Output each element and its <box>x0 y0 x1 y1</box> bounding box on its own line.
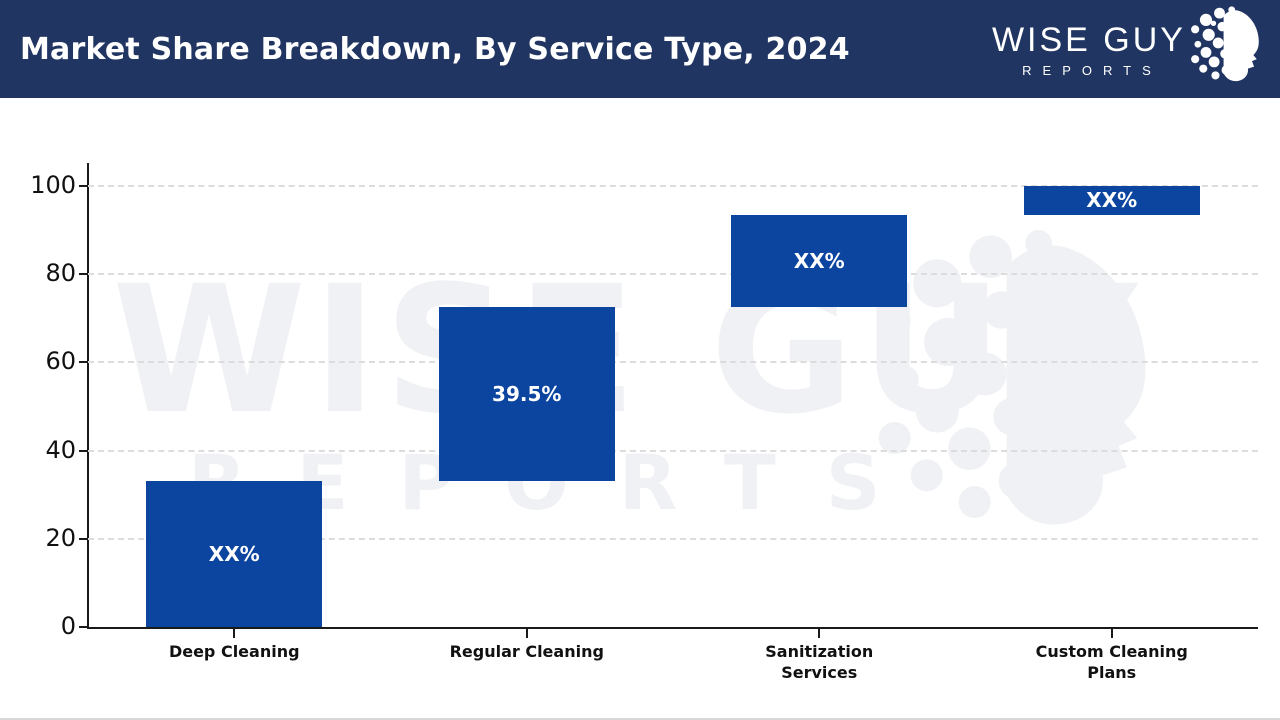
bar-2: XX% <box>731 214 908 308</box>
y-tick-label: 0 <box>60 612 76 640</box>
y-tick-mark <box>79 449 88 452</box>
bar-value-label: XX% <box>1086 188 1138 213</box>
x-category-label: Deep Cleaning <box>168 642 300 661</box>
waterfall-chart: 0 20 40 60 80 100 XX% Deep Cleaning 39.5% Regular… <box>0 98 1280 718</box>
logo-wordmark: WISE GUY <box>991 20 1186 59</box>
grid-line-60 <box>88 361 1258 364</box>
x-category-label: Custom Cleaning Plans <box>1035 642 1188 682</box>
x-category-label: Regular Cleaning <box>449 642 604 661</box>
grid-line-100 <box>88 185 1258 187</box>
logo-subtitle: REPORTS <box>1022 62 1162 78</box>
bar-value-label: XX% <box>793 248 845 273</box>
grid-line-20 <box>88 537 1258 540</box>
y-tick-mark <box>79 626 88 628</box>
bar-1: 39.5% <box>438 307 615 482</box>
logo-head-icon <box>1188 5 1270 93</box>
y-tick-label: 80 <box>45 259 76 288</box>
wise-guy-logo: WISE GUY REPORTS <box>992 4 1270 94</box>
y-tick-label: 60 <box>45 347 76 376</box>
y-tick-label: 20 <box>45 523 76 552</box>
x-tick-mark <box>818 629 821 638</box>
y-tick-mark <box>79 361 88 364</box>
grid-line-80 <box>88 273 1258 276</box>
x-tick-mark <box>525 629 528 638</box>
y-axis-line <box>87 163 89 629</box>
bar-0: XX% <box>146 481 323 627</box>
x-axis-line <box>87 627 1258 629</box>
logo-text: WISE GUY REPORTS <box>992 21 1186 78</box>
y-tick-mark <box>79 273 88 276</box>
y-tick-mark <box>79 537 88 540</box>
y-tick-label: 40 <box>45 435 76 464</box>
bar-3: XX% <box>1023 186 1200 215</box>
x-category-label: Sanitization Services <box>765 642 874 682</box>
x-tick-mark <box>233 629 236 638</box>
page-title: Market Share Breakdown, By Service Type,… <box>20 31 850 67</box>
grid-line-40 <box>88 449 1258 452</box>
bar-value-label: 39.5% <box>492 382 562 407</box>
y-tick-label: 100 <box>30 171 76 199</box>
bar-value-label: XX% <box>208 542 260 567</box>
y-tick-mark <box>79 185 88 187</box>
x-tick-mark <box>1110 629 1113 638</box>
header-bar: Market Share Breakdown, By Service Type,… <box>0 0 1280 98</box>
